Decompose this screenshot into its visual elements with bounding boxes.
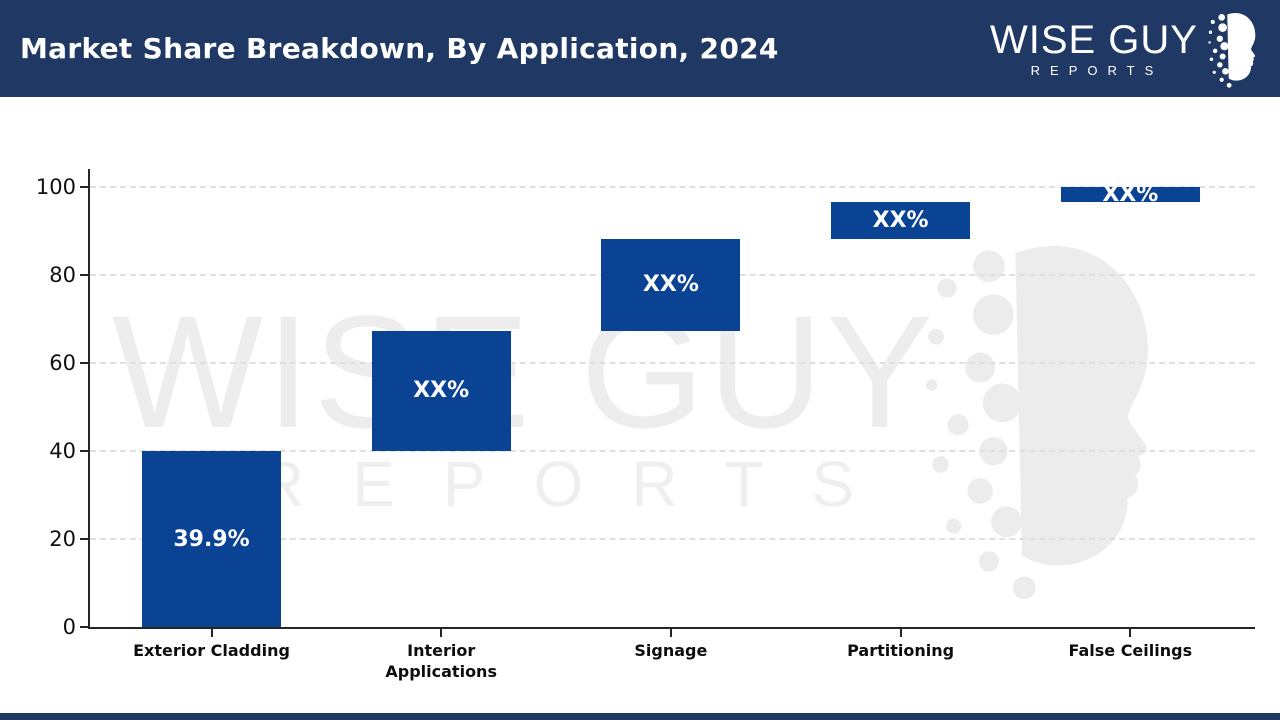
x-category-label-0: Exterior Cladding (133, 641, 290, 660)
y-tick-label-20: 20 (49, 527, 76, 551)
bar-value-label-interior-applications: XX% (413, 378, 470, 404)
gridline-40 (90, 450, 1255, 452)
x-axis-spine (88, 627, 1255, 629)
x-tick-mark (669, 629, 672, 637)
y-axis-spine (88, 169, 90, 629)
y-tick-label-100: 100 (35, 175, 76, 199)
x-category-label-1: Interior Applications (385, 641, 497, 681)
bar-exterior-cladding: 39.9% (142, 451, 281, 627)
x-category-label-3: Partitioning (847, 641, 955, 660)
logo-text: WISE GUY REPORTS (990, 20, 1198, 78)
y-tick-mark (80, 626, 88, 628)
dotted-head-icon (1200, 8, 1262, 90)
y-tick-mark (80, 274, 88, 276)
x-category-label-2: Signage (634, 641, 708, 660)
y-tick-label-0: 0 (62, 615, 76, 639)
bar-value-label-partitioning: XX% (872, 208, 929, 234)
x-tick-mark (440, 629, 443, 637)
bar-value-label-false-ceilings: XX% (1102, 182, 1159, 208)
wise-guy-logo: WISE GUY REPORTS (990, 8, 1262, 90)
header-banner: Market Share Breakdown, By Application, … (0, 0, 1280, 97)
watermark-head-icon (892, 222, 1174, 610)
y-tick-mark (80, 538, 88, 540)
bar-interior-applications: XX% (371, 330, 511, 451)
y-tick-mark (80, 186, 88, 188)
footer-bar (0, 713, 1280, 720)
gridline-100 (90, 186, 1255, 188)
logo-name: WISE GUY (989, 17, 1198, 62)
y-tick-label-80: 80 (49, 263, 76, 287)
gridline-20 (90, 538, 1255, 540)
page-title: Market Share Breakdown, By Application, … (20, 32, 779, 65)
x-tick-mark (1129, 629, 1132, 637)
gridline-60 (90, 362, 1255, 364)
y-tick-mark (80, 362, 88, 364)
x-tick-mark (210, 629, 213, 637)
watermark-subtext: REPORTS (258, 448, 903, 520)
watermark-text: WISE GUY (112, 282, 937, 461)
y-tick-label-60: 60 (49, 351, 76, 375)
bar-false-ceilings: XX% (1060, 182, 1200, 207)
y-tick-label-40: 40 (49, 439, 76, 463)
bar-value-label-exterior-cladding: 39.9% (173, 526, 250, 552)
x-tick-mark (899, 629, 902, 637)
x-category-label-4: False Ceilings (1068, 641, 1193, 660)
bar-value-label-signage: XX% (642, 272, 699, 298)
y-tick-mark (80, 450, 88, 452)
bar-partitioning: XX% (831, 202, 971, 239)
logo-subtitle: REPORTS (1030, 62, 1164, 78)
bar-signage: XX% (601, 238, 741, 331)
